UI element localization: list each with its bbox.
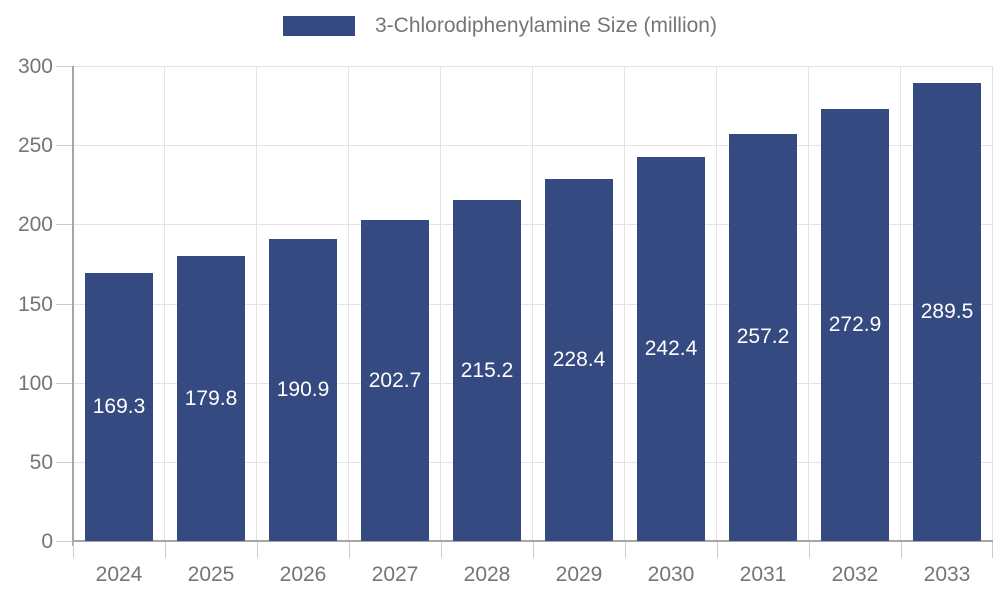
- y-axis-tick-label: 250: [17, 134, 53, 158]
- x-axis-tick: [165, 542, 166, 558]
- bar-2026: [269, 238, 337, 541]
- y-axis-tick-label: 200: [17, 213, 53, 237]
- gridline-vertical: [624, 66, 625, 541]
- y-axis-tick: [56, 66, 72, 67]
- y-axis-tick-label: 0: [41, 530, 53, 553]
- gridline-vertical: [348, 66, 349, 541]
- bar-2033: [913, 82, 981, 541]
- x-axis-tick-label: 2033: [923, 563, 971, 586]
- bar-value-label: 228.4: [552, 348, 606, 372]
- bar-value-label: 190.9: [276, 377, 330, 401]
- x-axis-tick-label: 2031: [739, 563, 787, 586]
- x-axis-tick: [717, 542, 718, 558]
- gridline-vertical: [164, 66, 165, 541]
- y-axis-tick: [56, 145, 72, 147]
- bar-2028: [453, 200, 521, 541]
- y-axis-tick: [56, 303, 72, 305]
- x-axis-tick-label: 2027: [371, 563, 419, 586]
- gridline-vertical: [992, 66, 993, 541]
- y-axis-tick-label: 150: [17, 292, 53, 316]
- y-axis-tick: [56, 461, 72, 463]
- x-axis-tick-label: 2030: [647, 563, 695, 586]
- bar-value-label: 202.7: [368, 368, 422, 392]
- x-axis-tick-label: 2024: [95, 563, 143, 586]
- bar-value-label: 289.5: [920, 299, 974, 323]
- gridline-horizontal: [73, 382, 993, 384]
- x-axis-tick-label: 2025: [187, 563, 235, 586]
- bar-2030: [637, 157, 705, 541]
- x-axis-tick-label: 2026: [279, 563, 327, 586]
- gridline-vertical: [256, 66, 257, 541]
- x-axis-tick: [809, 542, 810, 558]
- y-axis-tick: [56, 541, 72, 542]
- bar-value-label: 242.4: [644, 337, 698, 361]
- bar-value-label: 215.2: [460, 358, 514, 382]
- x-axis-tick: [625, 542, 626, 558]
- y-axis-tick-label: 300: [17, 55, 53, 78]
- x-axis-tick-label: 2029: [555, 563, 603, 586]
- x-axis-tick-label: 2028: [463, 563, 511, 586]
- bar-2027: [361, 220, 429, 541]
- y-axis-tick: [56, 224, 72, 226]
- gridline-horizontal: [73, 224, 993, 226]
- bar-2029: [545, 179, 613, 541]
- bar-2025: [177, 256, 245, 541]
- bar-value-label: 257.2: [736, 325, 790, 349]
- x-axis-tick: [992, 542, 993, 558]
- x-axis-tick: [349, 542, 350, 558]
- gridline-vertical: [716, 66, 717, 541]
- plot-area: 169.3 179.8 190.9 202.7 215.2 228.4 242.4 257.2…: [56, 66, 993, 558]
- bar-2024: [85, 272, 153, 541]
- gridline-vertical: [440, 66, 441, 541]
- x-axis-line: [72, 540, 993, 542]
- bar-2031: [729, 133, 797, 541]
- y-axis-line: [72, 66, 74, 546]
- bar-value-label: 169.3: [92, 394, 146, 418]
- gridline-vertical: [900, 66, 901, 541]
- gridline-horizontal: [73, 66, 993, 67]
- y-axis-tick: [56, 382, 72, 384]
- gridline-vertical: [532, 66, 533, 541]
- legend-swatch[interactable]: [283, 16, 355, 36]
- x-axis-tick: [441, 542, 442, 558]
- x-axis-tick: [73, 542, 74, 558]
- y-axis-tick-label: 50: [29, 450, 53, 474]
- y-axis-tick-label: 100: [17, 371, 53, 395]
- x-axis-tick: [533, 542, 534, 558]
- x-axis-tick-label: 2032: [831, 563, 879, 586]
- gridline-vertical: [808, 66, 809, 541]
- x-axis-tick: [257, 542, 258, 558]
- legend-label[interactable]: 3-Chlorodiphenylamine Size (million): [375, 14, 717, 37]
- gridline-horizontal: [73, 461, 993, 463]
- bar-2032: [821, 108, 889, 541]
- x-axis-tick: [901, 542, 902, 558]
- bar-value-label: 179.8: [184, 386, 238, 410]
- bar-value-label: 272.9: [828, 312, 882, 336]
- gridline-horizontal: [73, 303, 993, 305]
- legend[interactable]: 3-Chlorodiphenylamine Size (million): [0, 14, 1000, 38]
- gridline-horizontal: [73, 145, 993, 147]
